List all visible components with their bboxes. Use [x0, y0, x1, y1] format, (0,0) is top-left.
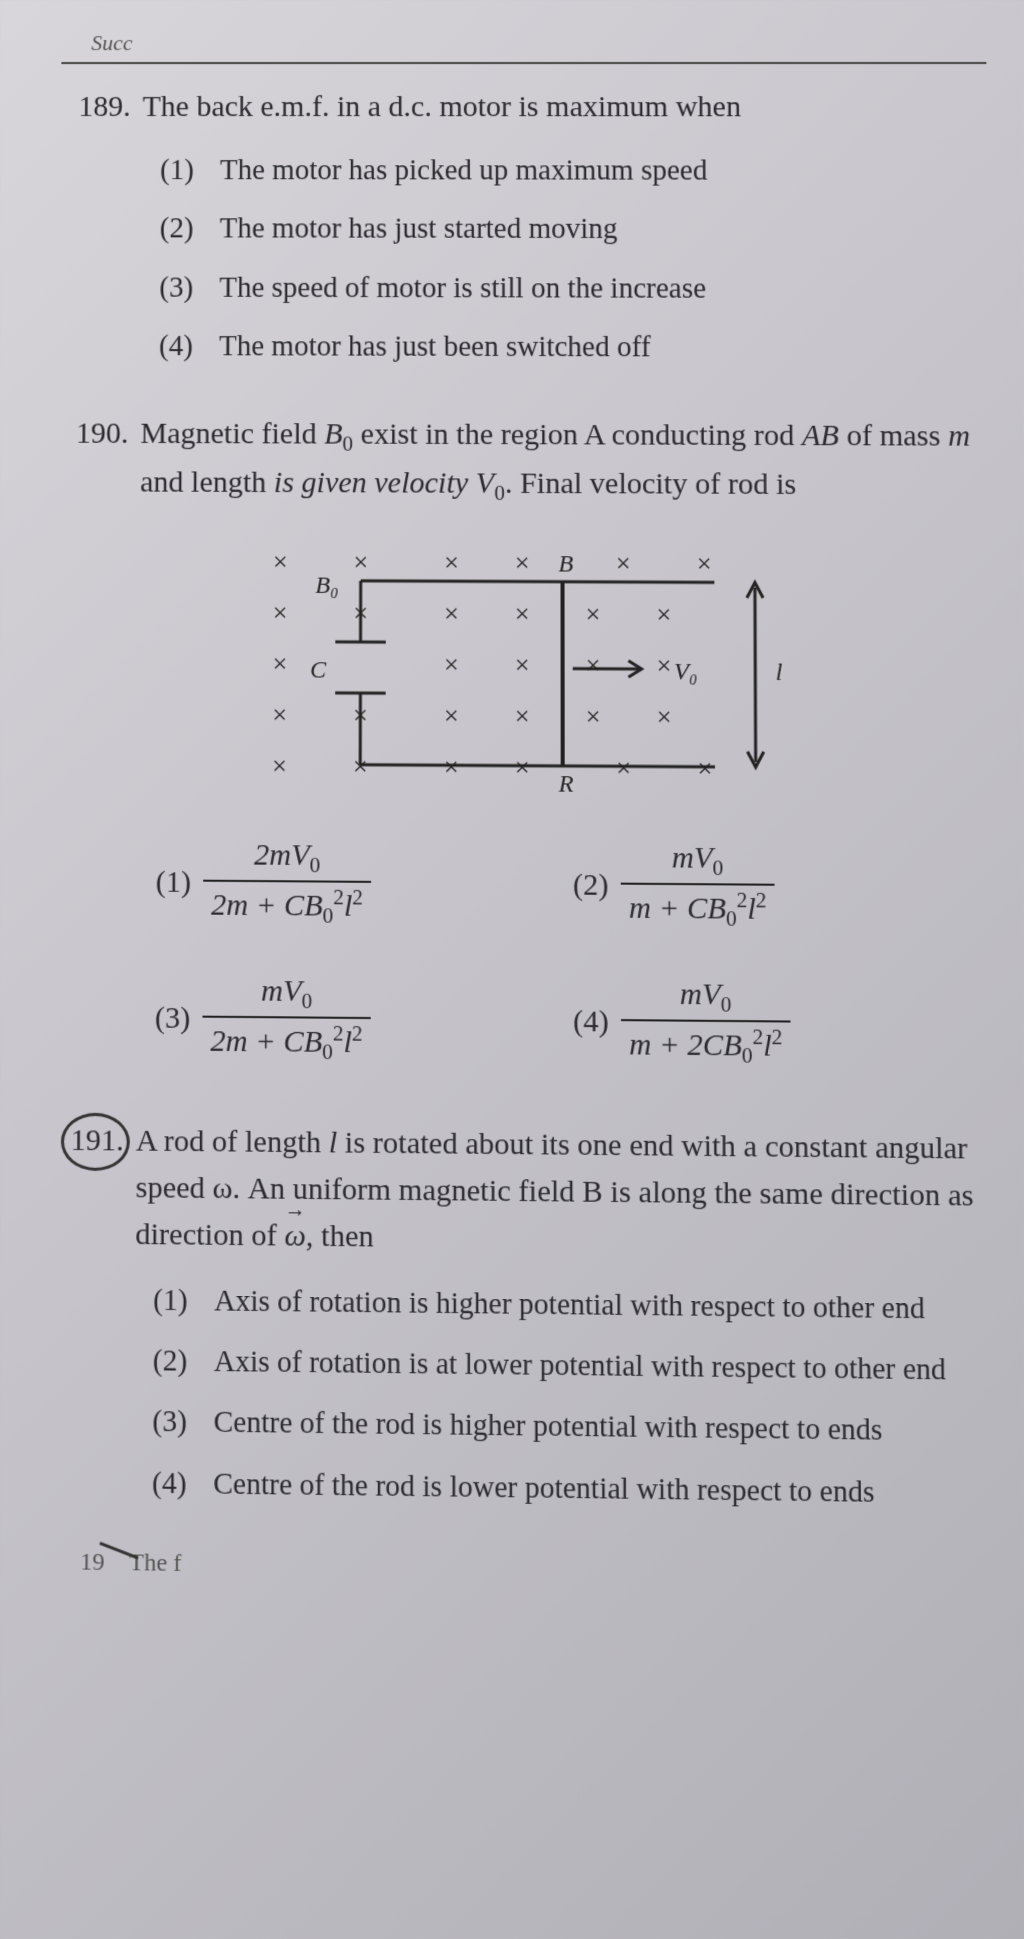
option-3: (3) Centre of the rod is higher potentia…: [152, 1398, 998, 1457]
option-number: (4): [152, 1459, 203, 1508]
header-divider: [61, 62, 986, 64]
stem-part: Magnetic field: [140, 416, 324, 450]
svg-text:×: ×: [444, 547, 459, 577]
svg-text:×: ×: [586, 701, 601, 731]
question-stem: 190. Magnetic field B0 exist in the regi…: [58, 410, 990, 512]
fraction: mV0 m + CB02l2: [621, 838, 775, 934]
option-4: (4) Centre of the rod is lower potential…: [152, 1459, 999, 1518]
page: Succ 189. The back e.m.f. in a d.c. moto…: [0, 0, 1024, 1632]
option-number: (2): [160, 206, 210, 253]
option-number: (2): [573, 867, 609, 902]
option-2: (2) mV0 m + CB02l2: [573, 838, 953, 936]
label-R: R: [558, 771, 574, 798]
option-3: (3) mV0 2m + CB02l2: [155, 970, 533, 1068]
option-1: (1) 2mV0 2m + CB02l2: [155, 835, 532, 932]
option-number: (1): [153, 1276, 204, 1325]
fraction: mV0 2m + CB02l2: [202, 971, 371, 1067]
options-list: (1) Axis of rotation is higher potential…: [50, 1275, 998, 1518]
math-options: (1) 2mV0 2m + CB02l2 (2) mV0 m + CB02l2 …: [53, 824, 994, 1083]
svg-text:×: ×: [272, 699, 287, 729]
option-number: (4): [573, 1004, 609, 1040]
var-l: is given velocity: [274, 466, 476, 500]
option-1: (1) Axis of rotation is higher potential…: [153, 1276, 997, 1334]
question-stem: 191. A rod of length l is rotated about …: [52, 1116, 996, 1266]
svg-text:×: ×: [656, 599, 671, 629]
svg-text:×: ×: [515, 701, 530, 731]
option-text: The motor has just started moving: [220, 206, 988, 254]
svg-text:×: ×: [353, 547, 368, 577]
question-text: A rod of length l is rotated about its o…: [135, 1117, 996, 1266]
label-B: B: [558, 551, 573, 578]
question-190: 190. Magnetic field B0 exist in the regi…: [53, 410, 994, 1083]
option-text: Centre of the rod is lower potential wit…: [213, 1460, 998, 1519]
svg-text:×: ×: [515, 547, 530, 577]
fraction: 2mV0 2m + CB02l2: [203, 835, 371, 931]
var-V0: V0: [476, 466, 505, 500]
question-number: 190.: [58, 410, 129, 508]
option-4: (4) The motor has just been switched off: [159, 323, 989, 372]
svg-text:×: ×: [657, 701, 672, 731]
question-text: The back e.m.f. in a d.c. motor is maxim…: [142, 84, 987, 129]
stem-part: , then: [306, 1218, 374, 1253]
option-number: (1): [160, 147, 210, 194]
option-text: Axis of rotation is at lower potential w…: [214, 1338, 998, 1395]
question-189: 189. The back e.m.f. in a d.c. motor is …: [59, 84, 989, 372]
option-2: (2) Axis of rotation is at lower potenti…: [153, 1337, 998, 1395]
label-V0: V₀: [674, 658, 697, 685]
svg-text:×: ×: [273, 546, 288, 576]
question-stem: 189. The back e.m.f. in a d.c. motor is …: [61, 84, 987, 129]
stem-part: A rod of length: [136, 1123, 329, 1159]
option-text: Centre of the rod is higher potential wi…: [213, 1399, 998, 1457]
label-B0: B₀: [315, 572, 338, 599]
option-number: (3): [152, 1398, 203, 1447]
option-text: Axis of rotation is higher potential wit…: [214, 1277, 997, 1334]
option-3: (3) The speed of motor is still on the i…: [159, 264, 988, 312]
options-list: (1) The motor has picked up maximum spee…: [59, 147, 989, 372]
svg-text:×: ×: [272, 648, 287, 678]
svg-text:×: ×: [656, 650, 671, 680]
option-2: (2) The motor has just started moving: [160, 206, 988, 254]
var-B0: B0: [324, 417, 353, 451]
var-m: m: [948, 419, 970, 453]
question-text: Magnetic field B0 exist in the region A …: [140, 410, 990, 511]
svg-text:×: ×: [586, 650, 601, 680]
option-number: (2): [153, 1337, 204, 1386]
option-1: (1) The motor has picked up maximum spee…: [160, 147, 988, 194]
option-4: (4) mV0 m + 2CB02l2: [573, 974, 954, 1073]
svg-text:×: ×: [697, 548, 712, 578]
stem-part: and length: [140, 465, 274, 499]
svg-text:×: ×: [444, 649, 459, 679]
svg-text:×: ×: [515, 598, 530, 628]
question-191: 191. A rod of length l is rotated about …: [50, 1116, 998, 1518]
svg-text:×: ×: [444, 700, 459, 730]
svg-text:×: ×: [616, 548, 631, 578]
question-number: 189.: [61, 84, 131, 129]
svg-text:×: ×: [585, 599, 600, 629]
option-number: (3): [159, 264, 209, 311]
option-text: The motor has just been switched off: [219, 323, 989, 372]
stem-part: of mass: [839, 418, 948, 452]
label-l: l: [776, 659, 783, 686]
diagram-svg: ×××××× ×××××× ××××× ×××××× ××××××: [239, 529, 807, 798]
fraction: mV0 m + 2CB02l2: [621, 974, 791, 1071]
question-number-circled: 191.: [52, 1116, 124, 1257]
footer-partial: 19 The f: [49, 1548, 999, 1589]
svg-text:×: ×: [444, 598, 459, 628]
option-text: The speed of motor is still on the incre…: [219, 264, 988, 312]
var-omega-vec: ω: [284, 1212, 306, 1259]
label-C: C: [310, 657, 327, 684]
header-partial-text: Succ: [61, 30, 986, 56]
stem-part: exist in the region A conducting rod: [353, 417, 802, 452]
var-AB: AB: [802, 418, 839, 452]
option-text: The motor has picked up maximum speed: [220, 147, 988, 194]
svg-text:×: ×: [515, 649, 530, 679]
circuit-diagram: ×××××× ×××××× ××××× ×××××× ××××××: [56, 528, 993, 799]
svg-text:×: ×: [272, 750, 287, 780]
svg-text:×: ×: [273, 597, 288, 627]
option-number: (3): [155, 1000, 191, 1035]
stem-part: . Final velocity of rod is: [505, 467, 796, 502]
option-number: (4): [159, 323, 209, 370]
option-number: (1): [156, 864, 192, 899]
